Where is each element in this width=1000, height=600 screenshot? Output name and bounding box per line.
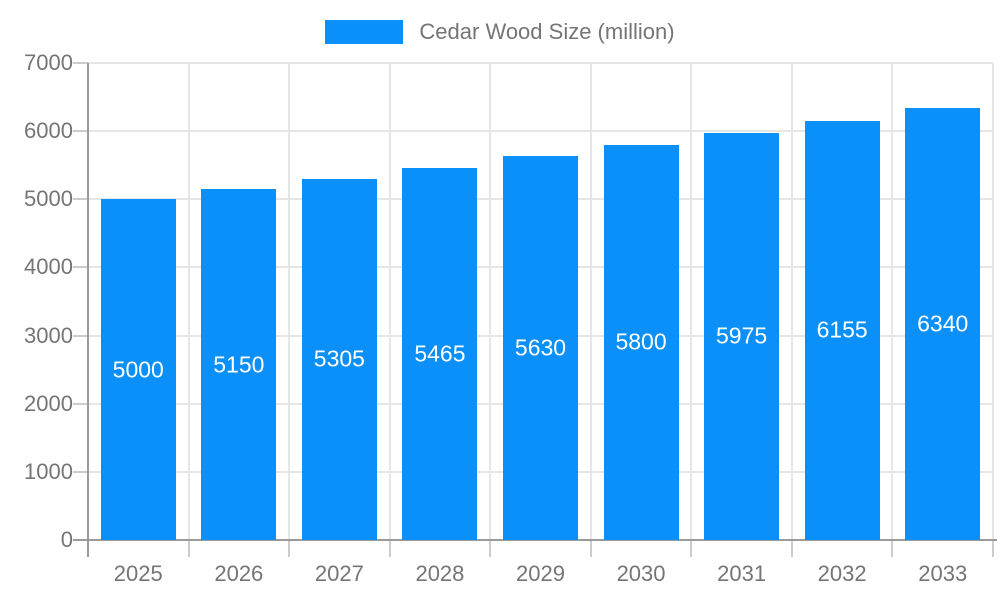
x-axis-line bbox=[73, 539, 997, 541]
y-axis-line bbox=[87, 63, 89, 557]
y-tick bbox=[73, 266, 88, 269]
bar-value-label: 6340 bbox=[917, 310, 969, 337]
y-tick-label: 2000 bbox=[24, 390, 73, 416]
x-gridline bbox=[790, 63, 793, 540]
x-tick-label: 2033 bbox=[918, 561, 968, 586]
y-tick bbox=[73, 402, 88, 405]
y-gridline bbox=[88, 62, 993, 64]
y-tick bbox=[73, 334, 88, 337]
bar[interactable]: 5000 bbox=[100, 199, 176, 540]
bar[interactable]: 5800 bbox=[603, 144, 679, 540]
x-tick bbox=[790, 540, 793, 557]
x-tick-label: 2031 bbox=[717, 561, 767, 586]
x-tick-label: 2025 bbox=[113, 561, 163, 586]
bar[interactable]: 5975 bbox=[704, 132, 780, 540]
x-tick-label: 2028 bbox=[415, 561, 465, 586]
y-tick bbox=[73, 62, 88, 64]
bar[interactable]: 5630 bbox=[503, 156, 578, 540]
x-tick-label: 2027 bbox=[314, 561, 364, 586]
bar-value-label: 5975 bbox=[716, 322, 768, 349]
x-tick bbox=[288, 540, 291, 557]
x-tick-label: 2030 bbox=[616, 561, 666, 586]
bar-value-label: 5465 bbox=[414, 340, 466, 367]
y-tick-label: 0 bbox=[60, 527, 73, 552]
legend[interactable]: Cedar Wood Size (million) bbox=[0, 17, 1000, 47]
x-tick bbox=[690, 540, 693, 557]
bar[interactable]: 5465 bbox=[402, 167, 478, 540]
y-tick bbox=[73, 130, 88, 133]
legend-swatch bbox=[325, 20, 404, 44]
y-tick bbox=[73, 470, 88, 473]
x-gridline bbox=[891, 63, 894, 540]
y-tick-label: 1000 bbox=[24, 458, 73, 484]
x-gridline bbox=[690, 63, 693, 540]
x-tick bbox=[589, 540, 592, 557]
bar[interactable]: 6340 bbox=[905, 107, 981, 540]
x-tick-label: 2032 bbox=[817, 561, 867, 586]
y-tick-label: 7000 bbox=[24, 50, 73, 75]
bar[interactable]: 6155 bbox=[804, 120, 880, 540]
bar-value-label: 5630 bbox=[514, 334, 567, 361]
y-tick bbox=[73, 198, 88, 201]
bar-value-label: 5000 bbox=[112, 356, 164, 383]
legend-label: Cedar Wood Size (million) bbox=[419, 19, 675, 44]
plot-area: 0 1000 2000 3000 4000 5000 6000 7000 5000 2025 515… bbox=[24, 51, 997, 586]
y-gridline bbox=[88, 130, 993, 133]
bar-value-label: 5800 bbox=[615, 328, 667, 355]
x-gridline bbox=[187, 63, 190, 540]
bar-value-label: 5150 bbox=[213, 351, 265, 378]
bar[interactable]: 5305 bbox=[301, 178, 377, 540]
x-tick bbox=[187, 540, 190, 557]
x-tick bbox=[891, 540, 894, 557]
y-tick-label: 6000 bbox=[24, 118, 73, 144]
x-tick-label: 2026 bbox=[214, 561, 264, 586]
x-tick bbox=[489, 540, 492, 557]
x-tick bbox=[992, 540, 994, 557]
bar-value-label: 5305 bbox=[313, 345, 365, 372]
y-tick-label: 5000 bbox=[24, 186, 73, 212]
x-gridline bbox=[589, 63, 592, 540]
x-gridline bbox=[288, 63, 291, 540]
x-tick-label: 2029 bbox=[516, 561, 565, 586]
y-tick-label: 4000 bbox=[24, 254, 73, 280]
x-tick bbox=[388, 540, 391, 557]
x-gridline bbox=[992, 63, 994, 540]
x-gridline bbox=[489, 63, 492, 540]
x-gridline bbox=[388, 63, 391, 540]
y-tick-label: 3000 bbox=[24, 322, 73, 348]
bar[interactable]: 5150 bbox=[201, 189, 277, 540]
bar-value-label: 6155 bbox=[816, 316, 868, 343]
